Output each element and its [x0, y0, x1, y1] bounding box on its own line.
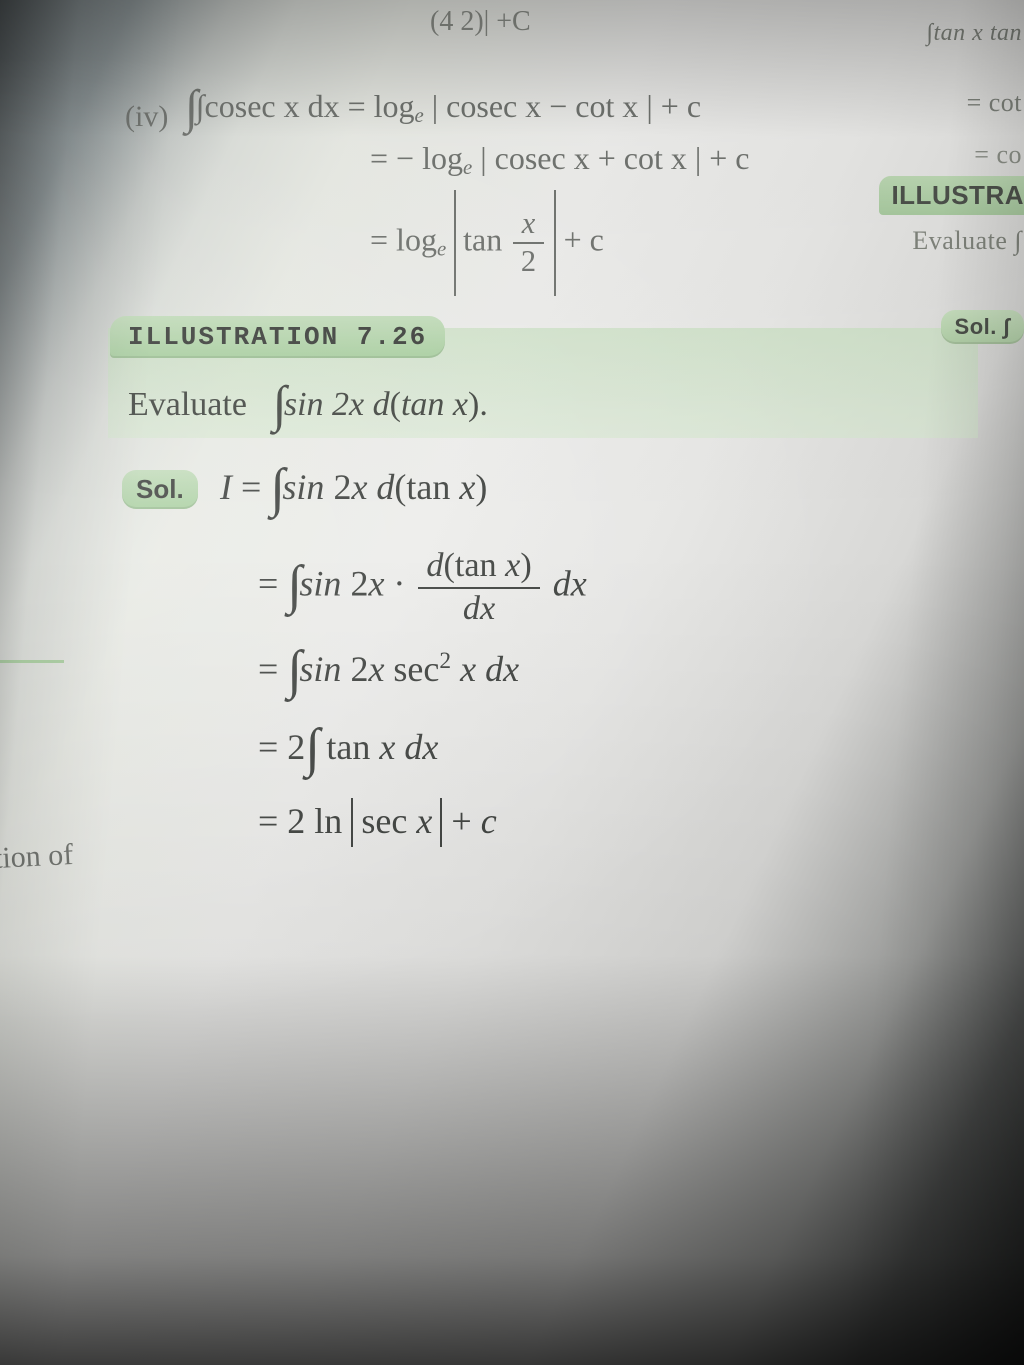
right-frag-co: = co	[974, 140, 1022, 170]
sol-line3: = ∫sin 2x sec2 x dx	[258, 648, 519, 690]
right-frag-sol-label: Sol. ∫	[941, 310, 1024, 344]
illustration-heading-pill: ILLUSTRATION 7.26	[110, 316, 445, 358]
sol-l2-frac: d(tan x) dx	[418, 548, 540, 627]
sol-line5: = 2 ln sec x + c	[258, 800, 497, 842]
right-frag-tan: ∫tan x tan	[926, 20, 1022, 47]
solution-label: Sol.	[122, 470, 198, 509]
solution-pill: Sol.	[122, 470, 198, 509]
evaluate-label: Evaluate	[128, 386, 247, 423]
iv-l3-tail: + c	[564, 221, 604, 257]
iv-l3-den: 2	[513, 242, 543, 278]
iv-l2-right: | cosec x + cot x | + c	[472, 140, 749, 176]
right-frag-eval: Evaluate ∫	[912, 226, 1022, 256]
iv-l1-sub: e	[415, 104, 424, 127]
iv-l3-left: = log	[370, 221, 437, 257]
sol-line2: = ∫sin 2x · d(tan x) dx dx	[258, 548, 587, 627]
top-cut-fragment: (4 2)| +C	[430, 6, 531, 38]
iv-l3-tan: tan	[463, 221, 502, 257]
left-green-rule	[0, 660, 64, 663]
iv-l1-left: ∫cosec x dx = log	[196, 88, 415, 124]
iv-l3-num: x	[513, 208, 543, 242]
iv-l3-sub: e	[437, 238, 446, 261]
formula-iv-label: (iv)	[125, 100, 168, 134]
right-frag-sol: Sol. ∫	[941, 310, 1024, 344]
right-frag-illus: ILLUSTRA	[879, 176, 1024, 215]
iv-l2-sub: e	[463, 156, 472, 179]
iv-l1-right: | cosec x − cot x | + c	[424, 88, 701, 124]
iv-l3-frac: x 2	[513, 208, 543, 278]
illustration-heading: ILLUSTRATION 7.26	[110, 316, 445, 358]
right-frag-cot: = cot	[967, 88, 1022, 118]
iv-l2-left: = − log	[370, 140, 463, 176]
sol-line4: = 2∫ tan x dx	[258, 726, 438, 768]
formula-iv-line3: = loge tan x 2 + c	[370, 208, 604, 278]
formula-iv-line2: = − loge | cosec x + cot x | + c	[370, 140, 749, 180]
illustration-evaluate: Evaluate ∫sin 2x d(tan x).	[128, 386, 488, 424]
formula-iv-line1: ∫∫cosec x dx = loge | cosec x − cot x | …	[185, 88, 701, 128]
iv-l3-abs: tan x 2	[454, 208, 555, 278]
sol-line1: I = ∫sin 2x d(tan x)	[220, 466, 487, 508]
left-margin-text: tion of	[0, 838, 74, 876]
